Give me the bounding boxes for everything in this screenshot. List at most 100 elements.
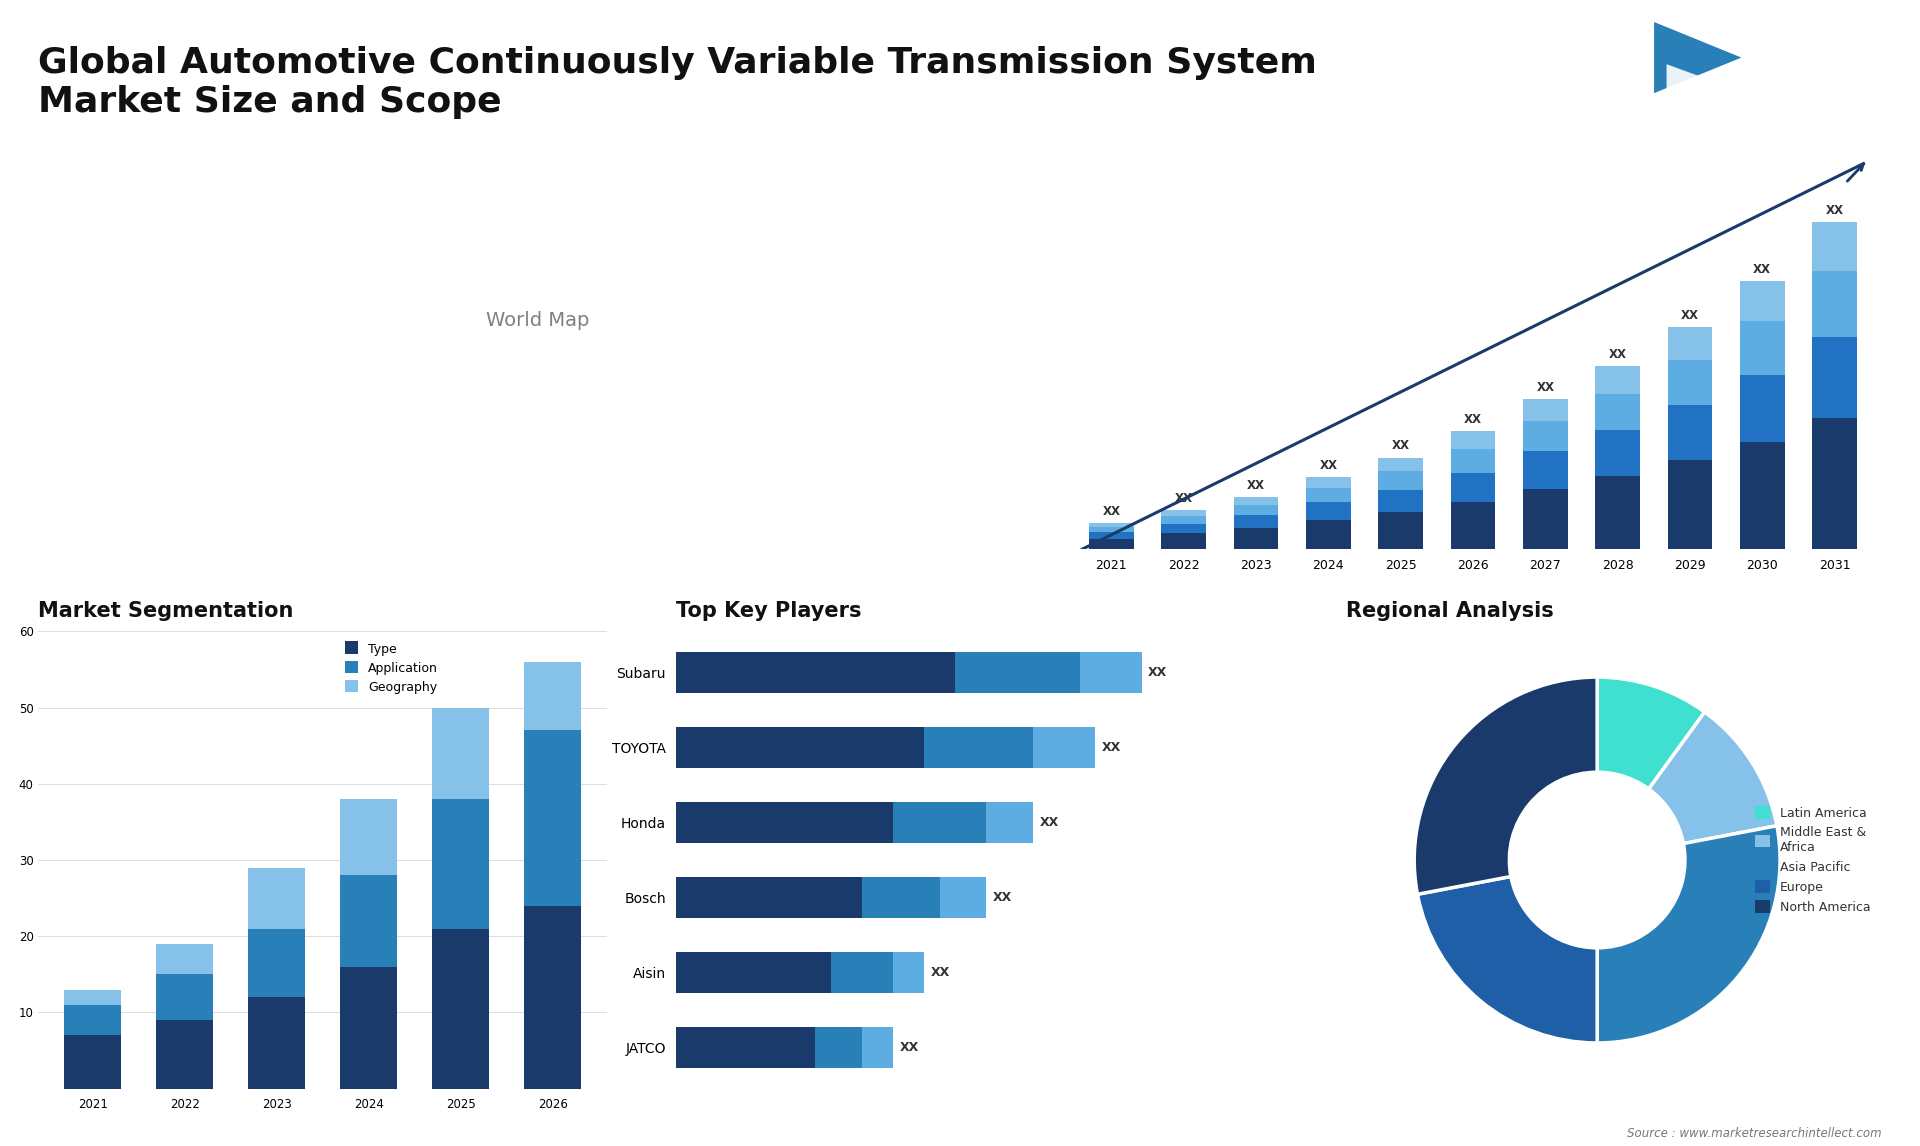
Bar (1668, 405, 1713, 461)
Bar (1089, 523, 1135, 527)
Text: XX: XX (1680, 308, 1699, 322)
Bar (676, 952, 831, 992)
Text: XX: XX (1826, 204, 1843, 217)
Bar (1306, 502, 1352, 520)
Bar (432, 928, 490, 1089)
Bar (248, 928, 305, 997)
Bar (524, 730, 582, 905)
Legend: Latin America, Middle East &
Africa, Asia Pacific, Europe, North America: Latin America, Middle East & Africa, Asi… (1749, 801, 1876, 919)
Text: Regional Analysis: Regional Analysis (1346, 602, 1553, 621)
Text: INTELLECT: INTELLECT (1759, 80, 1826, 91)
Polygon shape (1667, 64, 1732, 111)
Bar (432, 799, 490, 928)
Bar (1596, 476, 1640, 549)
Bar (956, 652, 1079, 693)
Bar (248, 997, 305, 1089)
Bar (63, 1035, 121, 1089)
Bar (676, 652, 956, 693)
Bar (1452, 449, 1496, 472)
Bar (1668, 327, 1713, 360)
Polygon shape (1653, 22, 1741, 93)
Bar (1235, 528, 1279, 549)
Bar (1235, 496, 1279, 504)
Bar (1452, 472, 1496, 502)
Bar (831, 952, 893, 992)
Text: XX: XX (1039, 816, 1058, 829)
Bar (1235, 515, 1279, 528)
Text: Market Segmentation: Market Segmentation (38, 602, 294, 621)
Bar (1379, 489, 1423, 512)
Bar (1452, 502, 1496, 549)
Wedge shape (1415, 677, 1597, 894)
Text: MARKET: MARKET (1759, 33, 1811, 42)
Bar (924, 727, 1033, 768)
Legend: Type, Application, Geography: Type, Application, Geography (340, 637, 444, 699)
Text: XX: XX (1248, 479, 1265, 492)
Wedge shape (1417, 877, 1597, 1043)
Bar (340, 799, 397, 876)
Wedge shape (1597, 677, 1705, 788)
Bar (1162, 510, 1206, 516)
Bar (676, 802, 893, 843)
Bar (1740, 281, 1786, 321)
Text: World Map: World Map (486, 311, 589, 330)
Bar (156, 944, 213, 974)
Bar (340, 876, 397, 967)
Bar (939, 877, 987, 918)
Bar (1089, 532, 1135, 539)
Bar (1523, 399, 1569, 422)
Wedge shape (1597, 826, 1780, 1043)
Bar (1812, 222, 1857, 272)
Bar (1379, 471, 1423, 489)
Bar (676, 877, 862, 918)
Bar (1812, 418, 1857, 549)
Text: Source : www.marketresearchintellect.com: Source : www.marketresearchintellect.com (1626, 1128, 1882, 1140)
Bar (1306, 520, 1352, 549)
Bar (1379, 457, 1423, 471)
Bar (1162, 533, 1206, 549)
Text: XX: XX (1102, 741, 1121, 754)
Bar (1668, 461, 1713, 549)
Bar (1079, 652, 1142, 693)
Circle shape (1509, 772, 1686, 948)
Bar (63, 990, 121, 1005)
Text: XX: XX (1175, 492, 1192, 504)
Bar (1812, 337, 1857, 418)
Bar (816, 1027, 862, 1068)
Text: Global Automotive Continuously Variable Transmission System
Market Size and Scop: Global Automotive Continuously Variable … (38, 46, 1317, 119)
Bar (676, 727, 924, 768)
Bar (1235, 504, 1279, 515)
Bar (1596, 393, 1640, 430)
Bar (1523, 489, 1569, 549)
Text: XX: XX (899, 1041, 918, 1054)
Bar (156, 974, 213, 1020)
Text: XX: XX (993, 890, 1012, 904)
Bar (1740, 442, 1786, 549)
Bar (1740, 375, 1786, 442)
Bar (1596, 366, 1640, 393)
Text: XX: XX (1753, 262, 1772, 276)
Bar (1089, 539, 1135, 549)
Bar (862, 1027, 893, 1068)
Bar (432, 707, 490, 799)
Bar (1523, 452, 1569, 489)
Bar (248, 868, 305, 928)
Bar (1812, 272, 1857, 337)
Bar (1596, 430, 1640, 476)
Bar (340, 967, 397, 1089)
Text: XX: XX (1465, 414, 1482, 426)
Text: XX: XX (1319, 458, 1338, 472)
Text: RESEARCH: RESEARCH (1759, 56, 1826, 66)
Wedge shape (1649, 712, 1776, 843)
Text: XX: XX (1609, 348, 1626, 361)
Bar (1033, 727, 1094, 768)
Bar (524, 905, 582, 1089)
Text: XX: XX (1148, 666, 1167, 680)
Bar (1306, 477, 1352, 488)
Bar (1523, 422, 1569, 452)
Bar (987, 802, 1033, 843)
Bar (1740, 321, 1786, 375)
Text: Top Key Players: Top Key Players (676, 602, 860, 621)
Bar (676, 1027, 816, 1068)
Bar (893, 802, 987, 843)
